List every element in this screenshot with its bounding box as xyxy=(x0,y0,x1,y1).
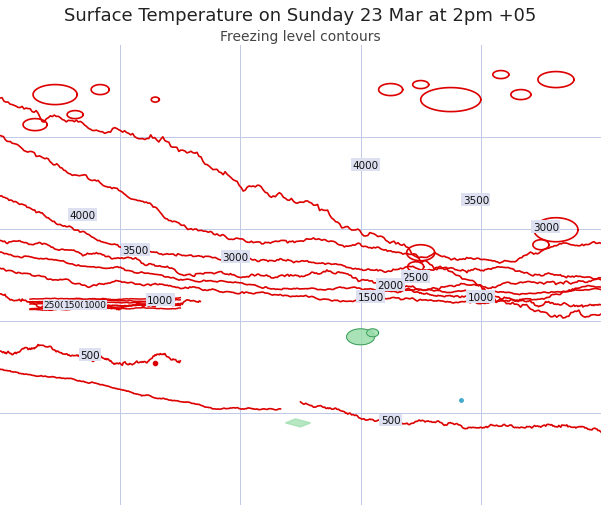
Text: 3000: 3000 xyxy=(222,252,248,262)
Text: 1500: 1500 xyxy=(358,292,384,302)
Text: 2500: 2500 xyxy=(403,272,429,282)
Text: 4000: 4000 xyxy=(353,161,379,170)
Polygon shape xyxy=(285,419,311,427)
Text: 1000: 1000 xyxy=(147,295,173,305)
Text: 2500: 2500 xyxy=(44,300,67,310)
Text: 500: 500 xyxy=(81,350,100,360)
Text: 3500: 3500 xyxy=(122,245,148,255)
Text: Freezing level contours: Freezing level contours xyxy=(220,30,381,44)
Text: 3500: 3500 xyxy=(463,195,489,206)
Text: 2000: 2000 xyxy=(377,280,404,290)
Text: 4000: 4000 xyxy=(69,210,95,220)
Text: 1500: 1500 xyxy=(64,300,87,310)
Polygon shape xyxy=(367,329,379,337)
Polygon shape xyxy=(347,329,374,345)
Text: 1000: 1000 xyxy=(84,300,106,310)
Text: 1000: 1000 xyxy=(468,292,494,302)
Text: Surface Temperature on Sunday 23 Mar at 2pm +05: Surface Temperature on Sunday 23 Mar at … xyxy=(64,7,537,25)
Text: 500: 500 xyxy=(381,415,400,425)
Text: 3000: 3000 xyxy=(533,222,559,232)
